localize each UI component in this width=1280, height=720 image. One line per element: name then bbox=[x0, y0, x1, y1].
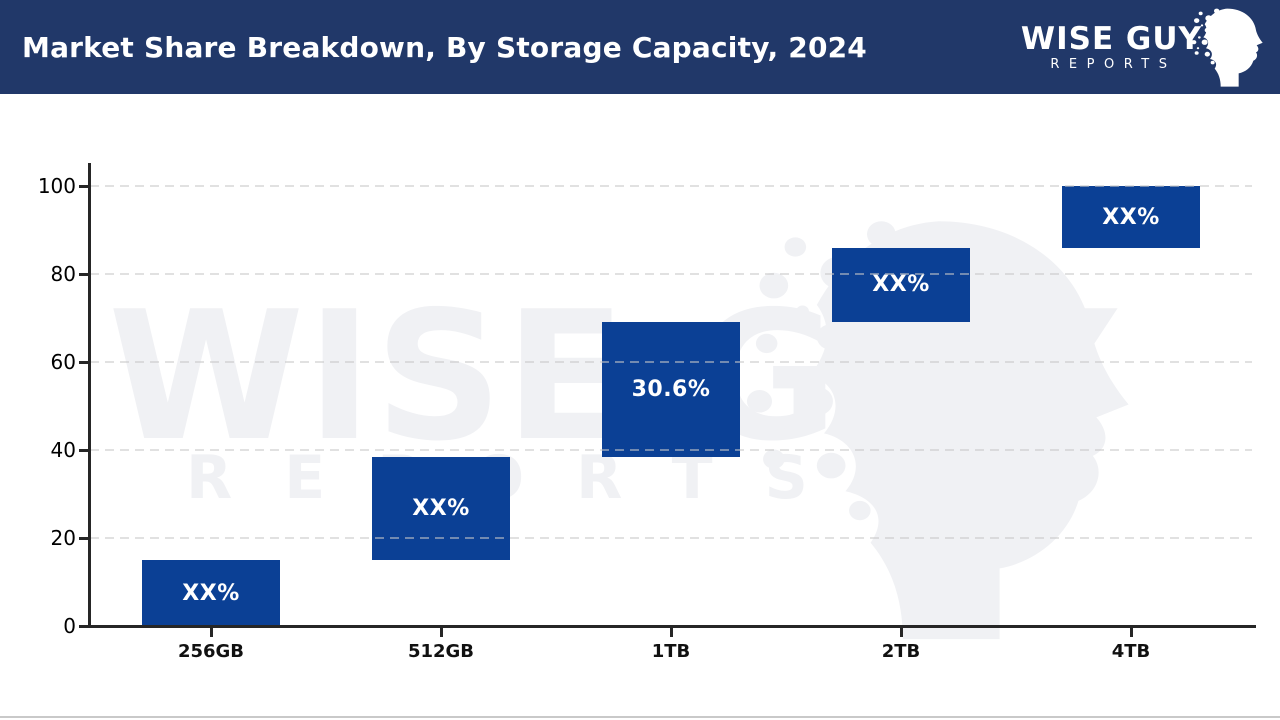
y-axis-tick-label: 80 bbox=[50, 262, 76, 286]
x-axis-tick bbox=[899, 628, 903, 637]
x-axis-tick bbox=[209, 628, 213, 637]
bar-value-label: XX% bbox=[1102, 204, 1160, 230]
y-axis-tick-label: 40 bbox=[50, 438, 76, 462]
x-axis-tick bbox=[439, 628, 443, 637]
bar-segment: XX% bbox=[1062, 186, 1200, 249]
y-axis-tick-label: 20 bbox=[50, 526, 76, 550]
header-bar: Market Share Breakdown, By Storage Capac… bbox=[0, 0, 1280, 94]
y-axis-tick bbox=[79, 272, 89, 276]
x-axis-tick-label: 2TB bbox=[881, 641, 921, 662]
brand-sub: REPORTS bbox=[1050, 56, 1177, 72]
gridline bbox=[90, 361, 1252, 363]
y-axis-tick bbox=[79, 536, 89, 540]
chart-title: Market Share Breakdown, By Storage Capac… bbox=[22, 30, 867, 64]
y-axis-tick bbox=[79, 624, 89, 628]
x-axis-tick bbox=[1129, 628, 1133, 637]
x-axis-tick-label: 1TB bbox=[651, 641, 691, 662]
x-axis-tick-label: 4TB bbox=[1111, 641, 1151, 662]
x-axis-tick bbox=[669, 628, 673, 637]
x-axis-tick-label: 256GB bbox=[177, 641, 245, 662]
x-axis-tick-label: 512GB bbox=[407, 641, 475, 662]
gridline bbox=[90, 537, 1252, 539]
y-axis-spine bbox=[88, 163, 91, 628]
gridline bbox=[90, 449, 1252, 451]
bar-segment: XX% bbox=[372, 456, 510, 560]
bar-value-label: XX% bbox=[872, 272, 930, 298]
brand-name: WISE GUY bbox=[1020, 20, 1202, 57]
bar-segment: 30.6% bbox=[602, 321, 740, 457]
wiseguy-head-icon bbox=[1191, 8, 1263, 87]
gridline bbox=[90, 185, 1252, 187]
y-axis-tick-label: 60 bbox=[50, 350, 76, 374]
y-axis-tick bbox=[79, 184, 89, 188]
bar-segment: XX% bbox=[832, 248, 970, 322]
y-axis-tick bbox=[79, 360, 89, 364]
brand-logo: WISE GUY REPORTS bbox=[1021, 4, 1270, 90]
bar-value-label: 30.6% bbox=[631, 376, 711, 402]
y-axis-tick bbox=[79, 448, 89, 452]
gridline bbox=[90, 273, 1252, 275]
bar-segment: XX% bbox=[142, 560, 280, 626]
y-axis-tick-label: 100 bbox=[37, 174, 76, 198]
y-axis-tick-label: 0 bbox=[63, 614, 76, 638]
x-axis-spine bbox=[88, 625, 1256, 628]
brand-text: WISE GUY REPORTS bbox=[1020, 20, 1202, 72]
bar-value-label: XX% bbox=[182, 580, 240, 606]
bar-value-label: XX% bbox=[412, 495, 470, 521]
bottom-rule bbox=[0, 716, 1280, 718]
